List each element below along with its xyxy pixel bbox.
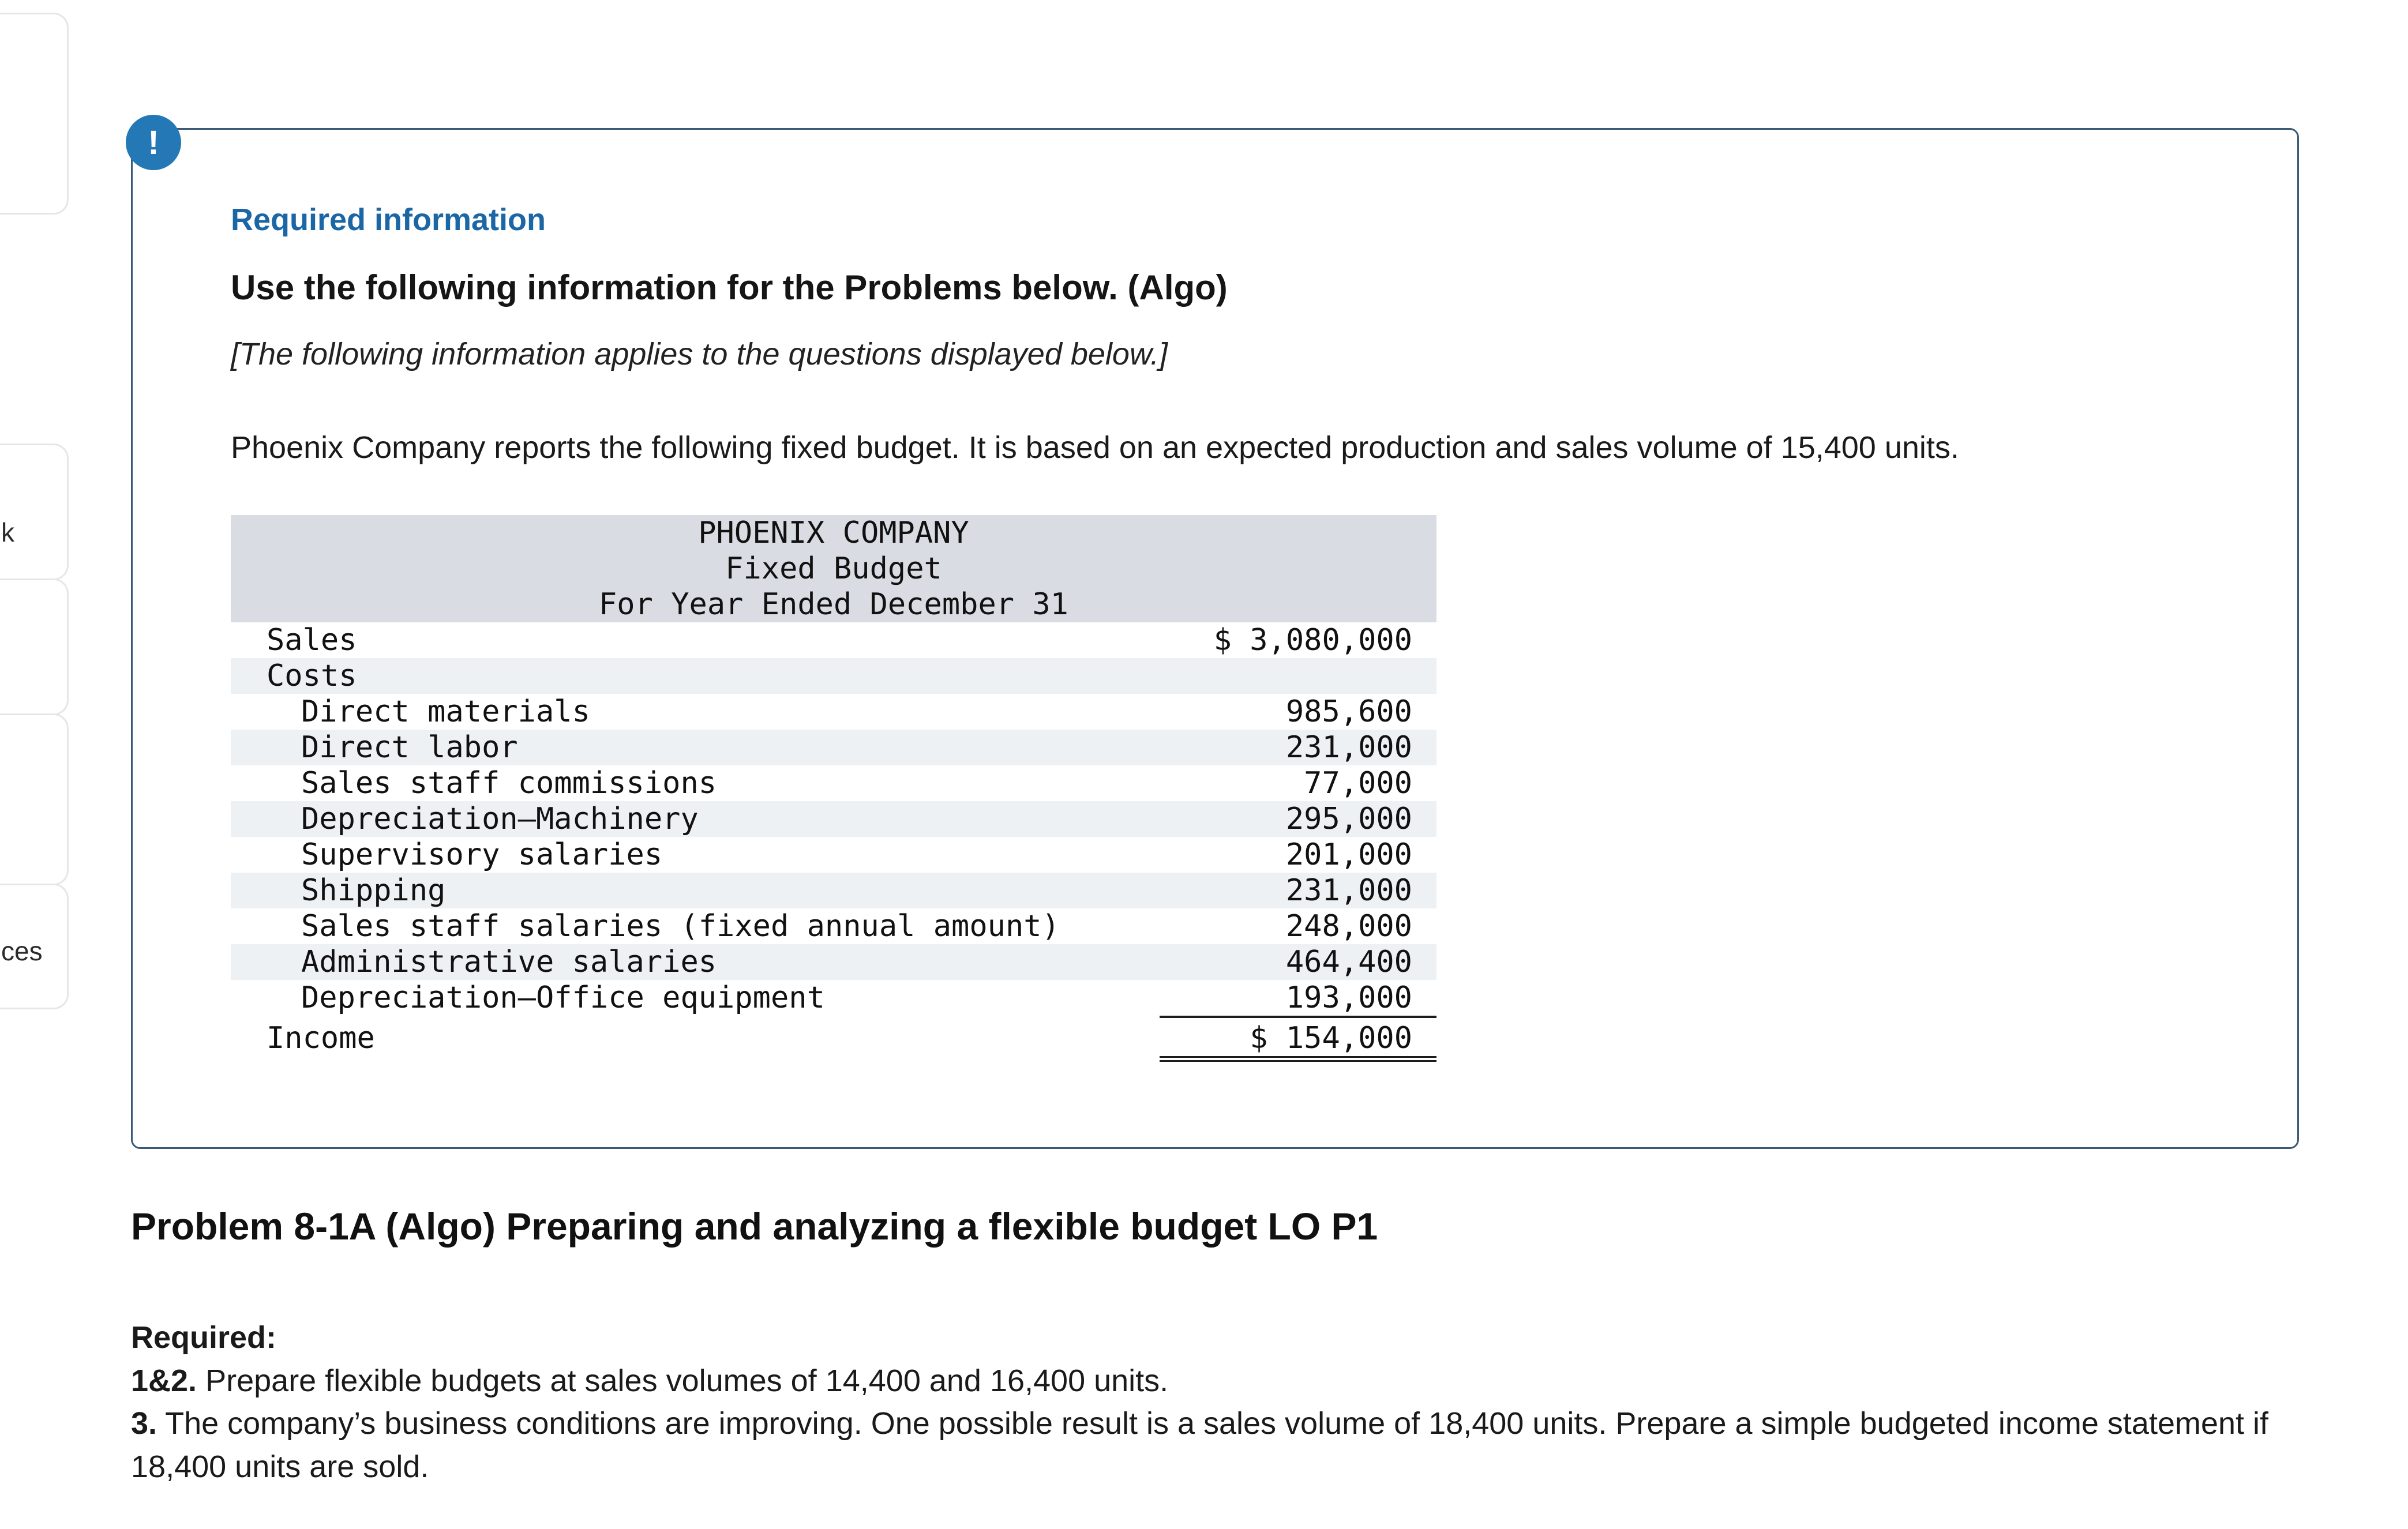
table-header-period: For Year Ended December 31 (599, 587, 1068, 622)
requirement-item-1-2: 1&2. Prepare flexible budgets at sales v… (131, 1359, 2306, 1403)
table-row: Sales $ 3,080,000 (231, 622, 1436, 658)
row-amount: $ 3,080,000 (1213, 623, 1412, 658)
table-header-company: PHOENIX COMPANY (698, 516, 969, 551)
row-amount: 231,000 (1285, 873, 1412, 908)
row-amount: 985,600 (1285, 694, 1412, 730)
intro-paragraph: Phoenix Company reports the following fi… (231, 430, 1959, 465)
row-amount (1160, 658, 1436, 694)
row-label: Supervisory salaries (301, 837, 663, 873)
row-label: Depreciation—Office equipment (301, 980, 825, 1016)
row-amount: 295,000 (1285, 802, 1412, 837)
left-rail-label-fragment-ces: ces (1, 936, 43, 966)
panel-subtitle: [The following information applies to th… (231, 337, 1168, 371)
row-label: Sales staff commissions (301, 766, 717, 801)
left-rail-card-ebook[interactable] (0, 444, 69, 580)
problem-section: Problem 8-1A (Algo) Preparing and analyz… (131, 1204, 2306, 1488)
requirement-item-text: Prepare flexible budgets at sales volume… (205, 1363, 1169, 1398)
row-amount: 77,000 (1304, 766, 1412, 801)
table-row: Sales staff salaries (fixed annual amoun… (231, 908, 1436, 944)
row-label: Administrative salaries (301, 945, 717, 980)
table-row: Depreciation—Office equipment 193,000 (231, 980, 1436, 1019)
table-header: PHOENIX COMPANY Fixed Budget For Year En… (231, 515, 1436, 623)
left-rail-card-3[interactable] (0, 713, 69, 885)
table-row: Supervisory salaries 201,000 (231, 837, 1436, 873)
row-label: Sales (267, 623, 357, 658)
requirement-item-text: The company’s business conditions are im… (131, 1406, 2269, 1484)
row-amount: 201,000 (1285, 837, 1412, 873)
table-row: Administrative salaries 464,400 (231, 944, 1436, 980)
problem-title: Problem 8-1A (Algo) Preparing and analyz… (131, 1205, 1378, 1248)
table-header-title: Fixed Budget (725, 551, 942, 587)
row-label: Depreciation—Machinery (301, 802, 699, 837)
row-amount: 248,000 (1285, 909, 1412, 944)
fixed-budget-table: PHOENIX COMPANY Fixed Budget For Year En… (231, 515, 1436, 1062)
left-rail-card-top[interactable] (0, 13, 69, 215)
required-label: Required: (131, 1320, 277, 1355)
row-amount: $ 154,000 (1160, 1020, 1436, 1062)
left-rail-label-fragment-k: k (1, 517, 14, 547)
table-row-income: Income $ 154,000 (231, 1020, 1436, 1062)
row-label: Income (267, 1021, 375, 1056)
row-label: Direct labor (301, 730, 518, 765)
row-label: Direct materials (301, 694, 590, 730)
exclamation-icon: ! (126, 115, 181, 170)
table-row: Direct labor 231,000 (231, 730, 1436, 766)
table-row: Costs (231, 658, 1436, 694)
requirement-item-prefix: 3. (131, 1406, 157, 1441)
row-label: Shipping (301, 873, 446, 908)
requirement-item-prefix: 1&2. (131, 1363, 197, 1398)
row-label: Costs (267, 659, 357, 694)
required-information-heading: Required information (231, 202, 546, 237)
left-rail-card-2[interactable] (0, 578, 69, 715)
row-label: Sales staff salaries (fixed annual amoun… (301, 909, 1060, 944)
table-row: Sales staff commissions 77,000 (231, 765, 1436, 801)
left-rail-card-references[interactable] (0, 884, 69, 1009)
table-row: Depreciation—Machinery 295,000 (231, 801, 1436, 837)
row-amount: 231,000 (1285, 730, 1412, 765)
table-row: Shipping 231,000 (231, 873, 1436, 909)
requirement-item-3: 3. The company’s business conditions are… (131, 1402, 2306, 1488)
row-amount: 464,400 (1285, 945, 1412, 980)
row-amount: 193,000 (1160, 980, 1436, 1019)
table-row: Direct materials 985,600 (231, 694, 1436, 730)
required-info-panel: ! Required information Use the following… (126, 115, 2299, 1149)
panel-title: Use the following information for the Pr… (231, 268, 1228, 307)
